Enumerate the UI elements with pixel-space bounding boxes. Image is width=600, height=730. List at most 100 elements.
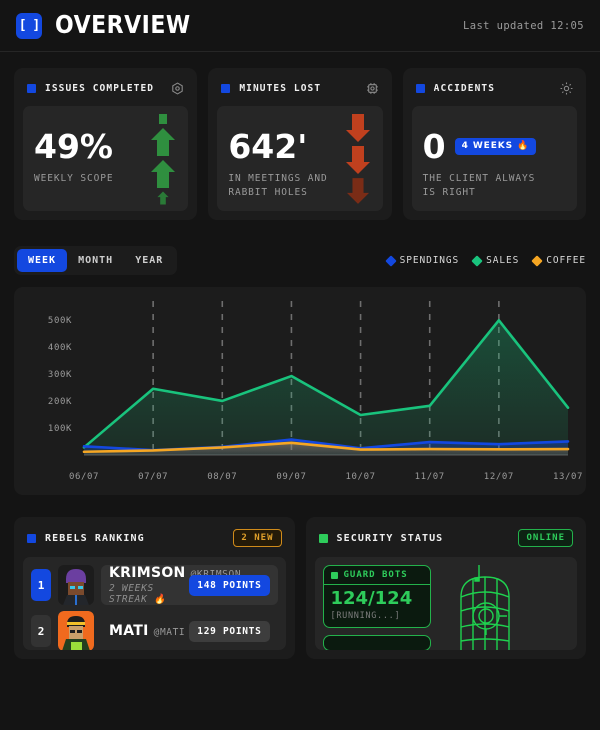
stat-value-text: 0 [422, 127, 446, 166]
stat-card-accidents[interactable]: ACCIDENTS 0 4 WEEKS 🔥 THE CLIENT ALWAYS … [402, 68, 586, 220]
range-tab-year[interactable]: YEAR [124, 249, 174, 272]
trend-arrows-down-icon [345, 106, 371, 211]
rank-streak: 2 WEEKS STREAK 🔥 [109, 583, 167, 605]
rank-number: 1 [31, 569, 51, 601]
streak-badge: 4 WEEKS 🔥 [454, 138, 537, 155]
stat-card-body: 642' IN MEETINGS AND RABBIT HOLES [217, 106, 383, 211]
security-metric-body: 124/124 [RUNNING...] [324, 585, 430, 627]
trend-arrows-up-icon [150, 106, 176, 211]
stat-card-minutes-lost[interactable]: MINUTES LOST 642' IN MEETINGS AND RABBIT… [208, 68, 392, 220]
security-metric-card[interactable]: GUARD BOTS 124/124 [RUNNING...] [322, 565, 431, 628]
status-dot-icon [27, 83, 36, 93]
points-badge: 148 POINTS [189, 574, 270, 596]
stat-cards-row: ISSUES COMPLETED 49% WEEKLY SCOPE [0, 52, 600, 220]
stat-card-body: 0 4 WEEKS 🔥 THE CLIENT ALWAYS IS RIGHT [411, 106, 577, 211]
chart-controls: WEEK MONTH YEAR SPENDINGS SALES COFFEE [0, 220, 600, 275]
svg-text:11/07: 11/07 [415, 472, 445, 482]
svg-text:09/07: 09/07 [276, 472, 306, 482]
stat-subtitle: IN MEETINGS AND RABBIT HOLES [228, 173, 328, 199]
legend-item-coffee[interactable]: COFFEE [531, 254, 586, 267]
rank-name-line: MATI @MATI [109, 623, 185, 639]
svg-text:07/07: 07/07 [138, 472, 168, 482]
stat-card-title: ISSUES COMPLETED [45, 82, 155, 94]
legend-diamond-icon [471, 254, 483, 267]
area-chart: 100K 200K 300K 400K 500K 06/07 07/07 08/07 09/07… [48, 301, 583, 482]
last-updated-text: Last updated 12:05 [463, 19, 584, 32]
list-item[interactable]: 2 [31, 611, 278, 650]
avatar [58, 611, 94, 650]
points-badge: 129 POINTS [189, 620, 270, 642]
status-badge: ONLINE [518, 529, 573, 547]
svg-text:12/07: 12/07 [484, 472, 514, 482]
svg-text:13/07: 13/07 [553, 472, 583, 482]
rank-names: MATI @MATI [109, 623, 185, 639]
rank-display-name: KRIMSON [109, 565, 186, 581]
stat-card-header: MINUTES LOST [217, 77, 382, 99]
stat-value-text: 642' [228, 127, 308, 166]
panel-rebels-ranking: REBELS RANKING 2 NEW 1 [14, 517, 295, 659]
guard-bot-wireframe-icon [439, 565, 570, 650]
panel-header: REBELS RANKING 2 NEW [23, 526, 286, 550]
legend-diamond-icon [531, 254, 543, 267]
stat-value: 0 4 WEEKS 🔥 [423, 130, 566, 163]
legend-label: SALES [486, 255, 520, 266]
range-tab-week[interactable]: WEEK [17, 249, 68, 272]
range-selector: WEEK MONTH YEAR [14, 246, 178, 275]
rank-number: 2 [31, 615, 51, 647]
chart-render-layer: 100K 200K 300K 400K 500K 06/07 07/07 08/07 09/07… [48, 301, 583, 482]
security-metric-value: 124/124 [330, 588, 413, 609]
rank-handle: @MATI [153, 627, 186, 638]
security-metric-title: GUARD BOTS [343, 570, 408, 580]
page-title: OVERVIEW [55, 11, 191, 40]
svg-text:100K: 100K [48, 424, 72, 434]
security-body: GUARD BOTS 124/124 [RUNNING...] [314, 557, 577, 650]
stat-card-issues-completed[interactable]: ISSUES COMPLETED 49% WEEKLY SCOPE [14, 68, 198, 220]
stat-card-title: MINUTES LOST [239, 82, 322, 94]
app-header: [ ] OVERVIEW Last updated 12:05 [0, 0, 600, 52]
stat-card-header: ACCIDENTS [412, 77, 577, 99]
panel-header: SECURITY STATUS ONLINE [315, 526, 578, 550]
legend-label: COFFEE [546, 255, 586, 266]
panel-security-status: SECURITY STATUS ONLINE GUARD BOTS 124/12… [305, 517, 586, 659]
stat-card-body: 49% WEEKLY SCOPE [23, 106, 189, 211]
stat-card-title: ACCIDENTS [433, 82, 496, 94]
status-dot-icon [221, 83, 231, 93]
range-tab-month[interactable]: MONTH [67, 249, 124, 272]
chart-legend: SPENDINGS SALES COFFEE [384, 254, 586, 267]
svg-text:08/07: 08/07 [207, 472, 237, 482]
legend-label: SPENDINGS [399, 255, 460, 266]
status-dot-icon [415, 83, 425, 93]
rank-names: KRIMSON @KRIMSON 2 WEEKS STREAK 🔥 [109, 565, 241, 605]
rank-info: MATI @MATI 129 POINTS [101, 611, 278, 650]
legend-item-sales[interactable]: SALES [471, 254, 520, 267]
chip-gear-icon[interactable] [366, 82, 379, 95]
rank-info: KRIMSON @KRIMSON 2 WEEKS STREAK 🔥 148 PO… [101, 565, 278, 605]
hexagon-target-icon[interactable] [171, 81, 184, 95]
avatar [58, 565, 94, 605]
status-dot-icon [318, 533, 328, 543]
svg-text:200K: 200K [48, 397, 72, 407]
security-metric-status: [RUNNING...] [330, 610, 401, 621]
panel-title: REBELS RANKING [45, 532, 145, 544]
svg-text:10/07: 10/07 [346, 472, 376, 482]
status-dot-icon [330, 571, 338, 579]
status-dot-icon [27, 533, 36, 543]
sun-gear-icon[interactable] [560, 82, 573, 95]
security-metric-card-secondary[interactable] [322, 634, 431, 650]
stat-value: 642' [228, 130, 371, 163]
brackets-logo-icon[interactable]: [ ] [16, 12, 42, 39]
list-item[interactable]: 1 [31, 565, 278, 605]
security-metric-header: GUARD BOTS [323, 566, 430, 585]
chart-card[interactable]: 100K 200K 300K 400K 500K 06/07 07/07 08/07 09/07… [14, 287, 586, 495]
legend-item-spendings[interactable]: SPENDINGS [384, 254, 460, 267]
svg-text:300K: 300K [48, 370, 72, 380]
panel-title: SECURITY STATUS [336, 532, 444, 544]
svg-text:400K: 400K [48, 343, 72, 353]
stat-card-header: ISSUES COMPLETED [23, 77, 188, 99]
rank-display-name: MATI [109, 623, 149, 639]
ranking-list: 1 [23, 557, 286, 650]
stat-value-text: 49% [34, 127, 113, 166]
svg-text:06/07: 06/07 [69, 472, 99, 482]
new-count-badge[interactable]: 2 NEW [233, 529, 282, 547]
